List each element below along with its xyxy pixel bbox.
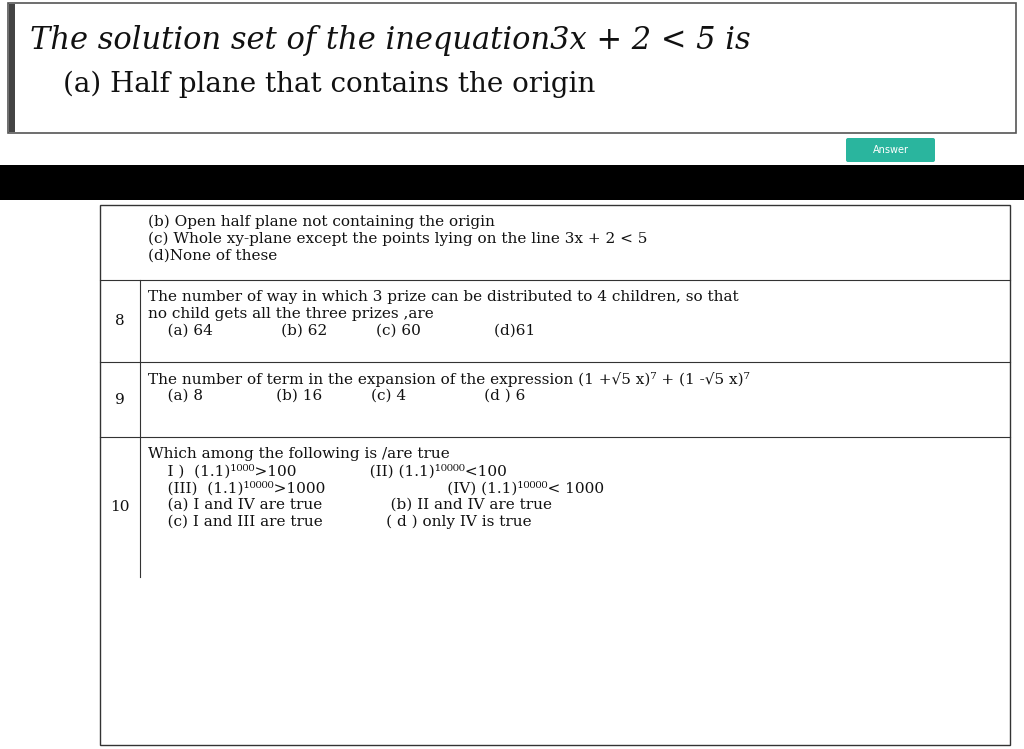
Text: 8: 8 (115, 314, 125, 328)
Text: no child gets all the three prizes ,are: no child gets all the three prizes ,are (148, 307, 434, 321)
Text: 10: 10 (111, 500, 130, 514)
Text: I )  (1.1)¹⁰⁰⁰>100               (II) (1.1)¹⁰⁰⁰⁰<100: I ) (1.1)¹⁰⁰⁰>100 (II) (1.1)¹⁰⁰⁰⁰<100 (148, 464, 507, 479)
Text: (d)None of these: (d)None of these (148, 249, 278, 263)
Bar (100, 205, 1010, 745)
Text: (c) I and III are true             ( d ) only IV is true: (c) I and III are true ( d ) only IV is … (148, 515, 531, 530)
Bar (0, 0, 1024, 165)
Text: (a) 64              (b) 62          (c) 60               (d)61: (a) 64 (b) 62 (c) 60 (d)61 (148, 324, 536, 338)
Text: (a) Half plane that contains the origin: (a) Half plane that contains the origin (63, 71, 595, 98)
Text: (III)  (1.1)¹⁰⁰⁰⁰>1000                         (IV) (1.1)¹⁰⁰⁰⁰< 1000: (III) (1.1)¹⁰⁰⁰⁰>1000 (IV) (1.1)¹⁰⁰⁰⁰< 1… (148, 481, 604, 495)
Bar (0, 200, 1024, 749)
Bar (9, 4, 15, 132)
Text: Which among the following is /are true: Which among the following is /are true (148, 447, 450, 461)
Text: 9: 9 (115, 392, 125, 407)
Text: The solution set of the inequation3x + 2 < 5 is: The solution set of the inequation3x + 2… (30, 25, 751, 56)
Text: Answer: Answer (872, 145, 908, 155)
Text: (a) I and IV are true              (b) II and IV are true: (a) I and IV are true (b) II and IV are … (148, 498, 552, 512)
Text: (b) Open half plane not containing the origin: (b) Open half plane not containing the o… (148, 215, 495, 229)
Text: (a) 8               (b) 16          (c) 4                (d ) 6: (a) 8 (b) 16 (c) 4 (d ) 6 (148, 389, 525, 403)
Text: The number of term in the expansion of the expression (1 +√5 x)⁷ + (1 -√5 x)⁷: The number of term in the expansion of t… (148, 372, 750, 387)
Text: (c) Whole xy-plane except the points lying on the line 3x + 2 < 5: (c) Whole xy-plane except the points lyi… (148, 232, 647, 246)
Bar (0, 133, 1024, 168)
Text: The number of way in which 3 prize can be distributed to 4 children, so that: The number of way in which 3 prize can b… (148, 290, 738, 304)
Bar (8, 3, 1016, 133)
FancyBboxPatch shape (846, 138, 935, 162)
Bar (0, 165, 1024, 200)
